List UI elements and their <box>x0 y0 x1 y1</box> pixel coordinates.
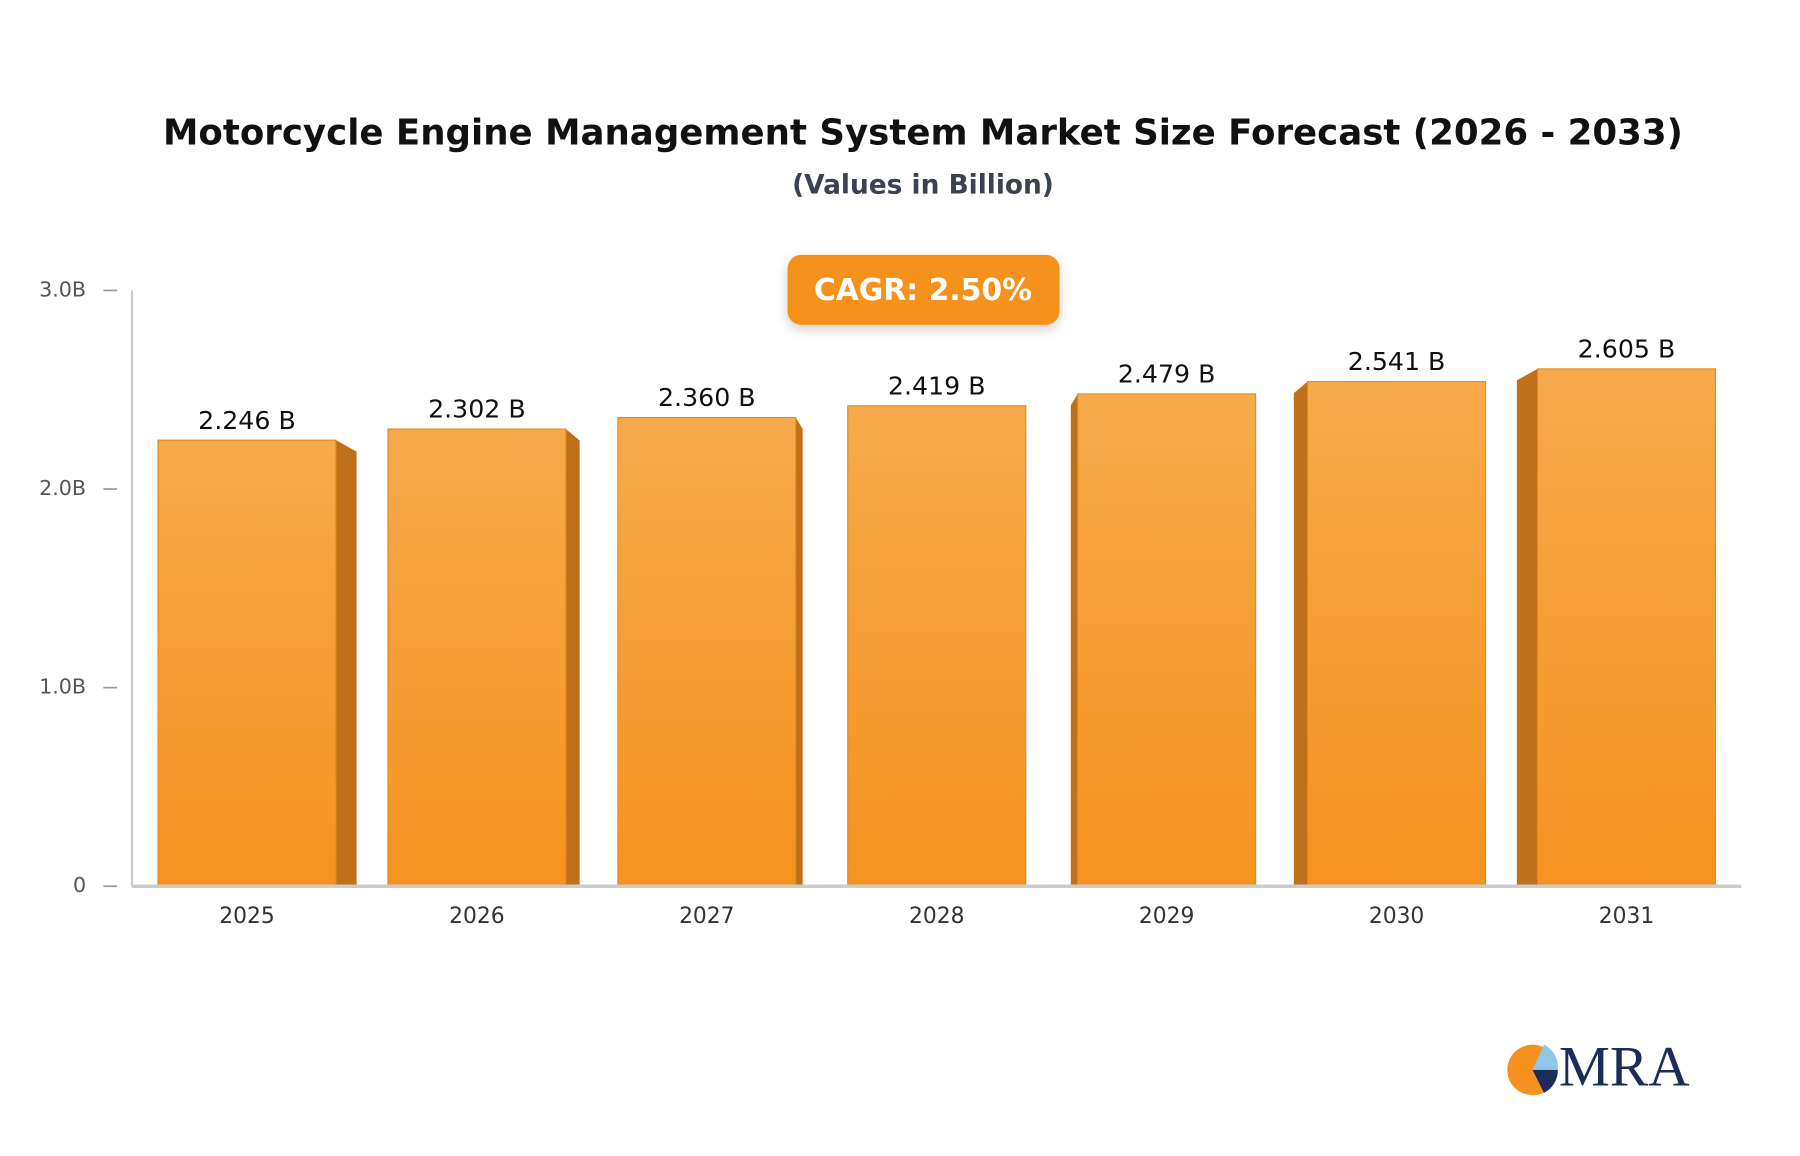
x-tick-label: 2028 <box>909 904 964 929</box>
chart-subtitle: (Values in Billion) <box>792 169 1054 200</box>
logo-slice <box>1532 1069 1558 1093</box>
logo-slice <box>1532 1044 1558 1070</box>
bar-side <box>795 417 803 887</box>
bar-side <box>335 440 357 887</box>
x-tick-label: 2029 <box>1139 904 1194 929</box>
bar-side <box>1293 381 1308 887</box>
value-label: 2.605 B <box>1578 335 1676 364</box>
bar <box>387 428 567 887</box>
x-tick-label: 2027 <box>679 904 734 929</box>
plot-area: 0 1.0B 2.0B 3.0B 2025 2.246 B 2026 2.302 B 2027 2… <box>39 277 1717 929</box>
y-tick-label: 1.0B <box>39 675 86 699</box>
bar <box>157 439 337 887</box>
bar <box>617 416 797 887</box>
cagr-label: CAGR: 2.50% <box>814 273 1032 308</box>
bar <box>847 405 1027 887</box>
value-label: 2.302 B <box>428 395 526 424</box>
value-label: 2.360 B <box>658 383 756 412</box>
bar-side <box>565 429 580 887</box>
x-tick-label: 2026 <box>449 904 504 929</box>
chart-title: Motorcycle Engine Management System Mark… <box>163 112 1683 153</box>
y-tick-label: 2.0B <box>39 476 86 500</box>
bar <box>1077 393 1257 887</box>
x-tick-label: 2025 <box>219 904 274 929</box>
y-tick-label: 3.0B <box>39 277 86 301</box>
x-tick-label: 2030 <box>1369 904 1424 929</box>
x-tick-label: 2031 <box>1599 904 1654 929</box>
value-label: 2.246 B <box>198 406 296 435</box>
value-label: 2.479 B <box>1118 360 1216 389</box>
bar <box>1536 368 1717 887</box>
bar-side <box>1070 393 1078 887</box>
logo: MRA <box>1507 1035 1690 1098</box>
cagr-box <box>787 254 1060 325</box>
value-label: 2.419 B <box>888 371 986 400</box>
logo-text: MRA <box>1559 1035 1690 1098</box>
bar <box>1307 381 1487 887</box>
bar-side <box>1516 368 1538 887</box>
cagr-badge <box>787 254 1060 325</box>
value-label: 2.541 B <box>1348 347 1446 376</box>
y-tick-label: 0 <box>73 873 86 897</box>
